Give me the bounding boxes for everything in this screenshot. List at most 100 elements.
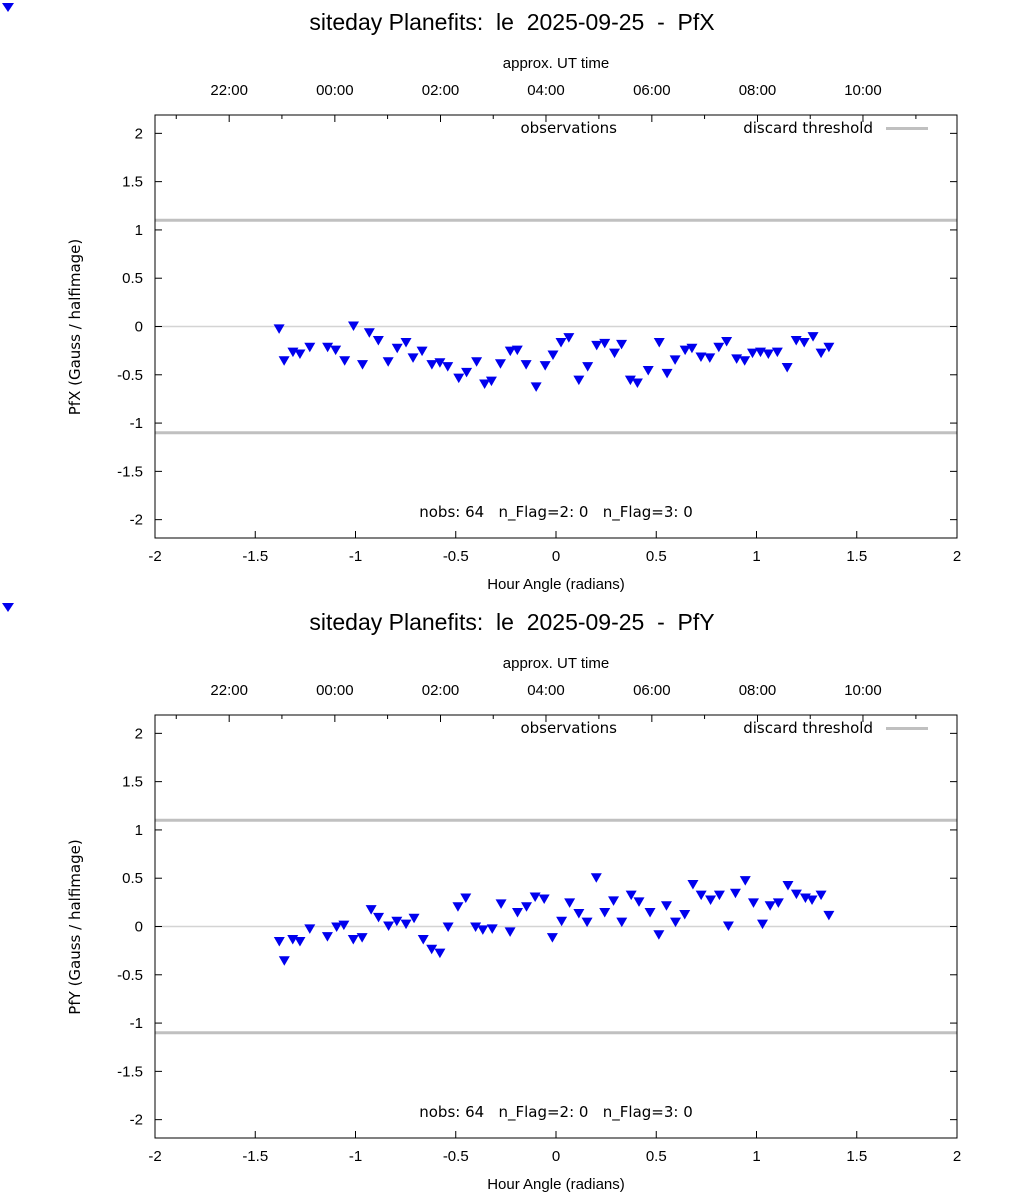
observation-point <box>356 933 368 943</box>
threshold-line-swatch <box>886 727 928 730</box>
plot-title: siteday Planefits: le 2025-09-25 - PfY <box>309 609 715 635</box>
plot-title: siteday Planefits: le 2025-09-25 - PfX <box>309 9 715 35</box>
y-tick-label: 0.5 <box>122 870 143 887</box>
plot-canvas-pfy: -2 -1.5 -1 -0.5 0 0.5 1 1.5 2 -2 -1.5 -1 -0.5 0 0.5 1 1.… <box>117 682 961 1165</box>
observation-point <box>679 345 691 356</box>
observation-point <box>453 373 465 384</box>
y-tick-label: 2 <box>135 725 143 742</box>
observation-point <box>278 356 290 366</box>
y-tick-label: -0.5 <box>117 367 143 384</box>
observation-point <box>511 345 523 356</box>
nobs-annotation: nobs: 64 n_Flag=2: 0 n_Flag=3: 0 <box>419 1103 693 1121</box>
observation-point <box>581 917 593 928</box>
observation-point <box>477 925 489 935</box>
observation-point <box>347 321 359 332</box>
observations-marker-icon <box>2 603 14 612</box>
observation-point <box>504 346 516 357</box>
x-tick-label: -1.5 <box>242 548 268 565</box>
observation-point <box>461 367 473 378</box>
observation-point <box>470 922 482 932</box>
observation-point <box>520 360 532 370</box>
time-tick-label: 08:00 <box>739 82 777 99</box>
y-tick-label: -1.5 <box>117 1063 143 1080</box>
x-tick-label: 1 <box>752 1148 760 1165</box>
observation-point <box>407 353 419 363</box>
observation-point <box>660 901 672 911</box>
y-tick-label: -1 <box>130 415 143 432</box>
observation-point <box>442 362 454 372</box>
observation-point <box>530 382 542 392</box>
observation-point <box>416 346 428 357</box>
observation-point <box>616 917 628 928</box>
observation-point <box>504 927 516 937</box>
observation-point <box>764 901 776 911</box>
observation-point <box>426 944 438 955</box>
observation-point <box>434 358 446 368</box>
observation-point <box>686 343 698 354</box>
x-tick-label: 1 <box>752 548 760 565</box>
x-tick-label: -2 <box>148 548 161 565</box>
y-tick-label: -2 <box>130 1112 143 1129</box>
observation-point <box>434 948 446 959</box>
observation-point <box>653 337 665 348</box>
observation-point <box>747 898 759 908</box>
observation-point <box>746 348 758 359</box>
observation-point <box>739 876 751 886</box>
legend-threshold-label: discard threshold <box>743 719 873 737</box>
x-tick-label: 0.5 <box>646 1148 667 1165</box>
observation-point <box>321 932 333 942</box>
nobs-annotation: nobs: 64 n_Flag=2: 0 n_Flag=3: 0 <box>419 503 693 521</box>
observation-point <box>529 892 541 903</box>
observation-point <box>781 363 793 373</box>
observation-point <box>372 336 384 346</box>
observation-point <box>642 365 654 376</box>
observation-point <box>365 905 377 915</box>
y-tick-label: 0 <box>135 919 143 936</box>
legend-observations-label: observations <box>520 719 617 737</box>
y-tick-label: -1 <box>130 1015 143 1032</box>
top-axis-title: approx. UT time <box>502 655 610 672</box>
observation-point <box>772 898 784 908</box>
time-tick-label: 22:00 <box>210 682 248 699</box>
x-tick-label: -0.5 <box>443 1148 469 1165</box>
observation-point <box>338 920 350 931</box>
observation-point <box>633 897 645 907</box>
y-axis-title: PfX (Gauss / halfimage) <box>66 238 84 416</box>
observation-point <box>373 912 385 923</box>
observation-point <box>798 337 810 348</box>
x-tick-label: 0.5 <box>646 548 667 565</box>
y-tick-label: 0.5 <box>122 270 143 287</box>
observation-point <box>644 908 656 918</box>
observation-point <box>294 349 306 360</box>
observation-point <box>347 935 359 945</box>
observation-point <box>815 348 827 359</box>
observation-point <box>755 347 767 358</box>
x-tick-label: 1.5 <box>846 1148 867 1165</box>
observation-point <box>400 337 412 348</box>
observation-point <box>322 342 334 353</box>
observation-point <box>304 342 316 353</box>
observation-point <box>494 359 506 369</box>
time-tick-label: 02:00 <box>422 82 460 99</box>
observation-point <box>294 936 306 947</box>
time-tick-label: 04:00 <box>527 682 565 699</box>
observation-point <box>278 956 290 966</box>
observation-point <box>757 919 769 930</box>
legend-threshold-label: discard threshold <box>743 119 873 137</box>
observation-point <box>582 362 594 372</box>
observation-point <box>729 888 741 899</box>
observation-point <box>363 328 375 338</box>
observation-point <box>722 921 734 932</box>
observation-point <box>471 357 483 367</box>
observation-point <box>331 922 343 932</box>
observation-point <box>304 924 316 934</box>
observation-point <box>806 895 818 905</box>
y-tick-label: 1.5 <box>122 174 143 191</box>
observation-point <box>624 375 636 386</box>
observation-point <box>661 368 673 379</box>
observation-point <box>790 889 802 900</box>
time-tick-label: 22:00 <box>210 82 248 99</box>
observation-point <box>486 924 498 934</box>
observation-point <box>426 360 438 370</box>
